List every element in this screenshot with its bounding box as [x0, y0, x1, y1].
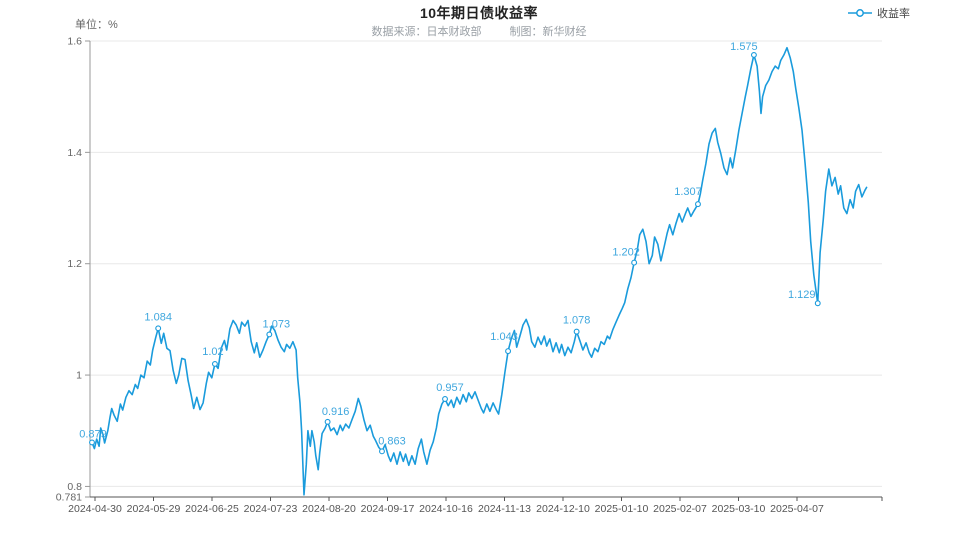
point-markers — [89, 51, 821, 455]
data-point-marker — [211, 360, 218, 367]
data-point-marker — [442, 396, 448, 402]
x-tick-label: 2024-09-17 — [361, 503, 415, 515]
x-tick-label: 2024-10-16 — [419, 503, 473, 515]
data-point-label: 1.078 — [563, 315, 591, 327]
data-point-label: 0.879 — [79, 428, 107, 440]
data-point-marker — [379, 448, 385, 455]
unit-label: 单位：% — [75, 19, 118, 31]
x-tick-label: 2024-04-30 — [68, 503, 122, 515]
data-point-label: 1.043 — [490, 331, 518, 343]
data-source-label: 数据来源：日本财政部 — [371, 26, 482, 38]
data-point-marker — [631, 259, 638, 266]
grid-lines — [90, 40, 882, 487]
x-axis-labels: 2024-04-30 2024-05-29 2024-06-25 2024-07-23… — [68, 503, 824, 515]
line-circle-icon — [848, 9, 872, 17]
data-point-label: 1.575 — [730, 41, 758, 53]
x-tick-label: 2024-11-13 — [478, 503, 531, 515]
x-tick-label: 2025-03-10 — [712, 503, 766, 515]
series-yield-line — [91, 46, 868, 496]
data-point-marker — [505, 348, 512, 355]
data-point-label: 1.073 — [263, 318, 291, 330]
page-title: 10年期日债收益率 — [419, 5, 539, 21]
data-point-label: 0.916 — [322, 406, 350, 418]
data-point-marker — [750, 51, 757, 58]
value-labels: 0.879 1.084 1.02 1.073 0.916 0.863 0.957 1.043 1… — [79, 41, 815, 447]
y-tick-label: 1.4 — [67, 147, 82, 159]
y-tick-label: 0.8 — [67, 481, 82, 493]
data-point-marker — [814, 300, 821, 307]
legend-label: 收益率 — [877, 8, 910, 20]
axes — [85, 40, 883, 501]
x-tick-label: 2024-08-20 — [302, 503, 356, 515]
x-tick-label: 2025-02-07 — [653, 503, 707, 515]
legend-item-yield[interactable]: 收益率 — [847, 5, 910, 21]
data-point-label: 1.084 — [144, 311, 172, 323]
y-tick-label: 1 — [76, 370, 82, 382]
chart-subtitle: 数据来源：日本财政部 制图：新华财经 — [0, 23, 958, 39]
data-point-label: 1.02 — [202, 346, 223, 358]
x-tick-label: 2024-12-10 — [536, 503, 590, 515]
y-tick-label: 0.781 — [56, 492, 82, 504]
data-point-marker — [573, 328, 580, 335]
yield-polyline — [91, 46, 868, 496]
data-point-marker — [324, 418, 331, 425]
data-point-label: 0.957 — [436, 382, 464, 394]
x-tick-label: 2024-07-23 — [244, 503, 298, 515]
data-point-marker — [695, 201, 701, 208]
y-tick-label: 1.6 — [67, 36, 82, 48]
data-point-marker — [155, 325, 162, 332]
data-point-label: 1.307 — [674, 186, 702, 198]
y-tick-label: 1.2 — [67, 258, 82, 270]
data-point-label: 1.129 — [788, 289, 816, 301]
data-point-marker — [89, 439, 95, 446]
data-point-label: 1.202 — [612, 247, 640, 259]
x-tick-label: 2024-05-29 — [127, 503, 181, 515]
data-point-marker — [266, 331, 273, 338]
credit-label: 制图：新华财经 — [509, 26, 587, 38]
x-tick-label: 2025-01-10 — [595, 503, 649, 515]
x-tick-label: 2024-06-25 — [185, 503, 239, 515]
data-point-label: 0.863 — [378, 435, 406, 447]
x-tick-label: 2025-04-07 — [770, 503, 824, 515]
y-axis-labels: 1.6 1.4 1.2 1 0.80.781 — [56, 36, 82, 504]
